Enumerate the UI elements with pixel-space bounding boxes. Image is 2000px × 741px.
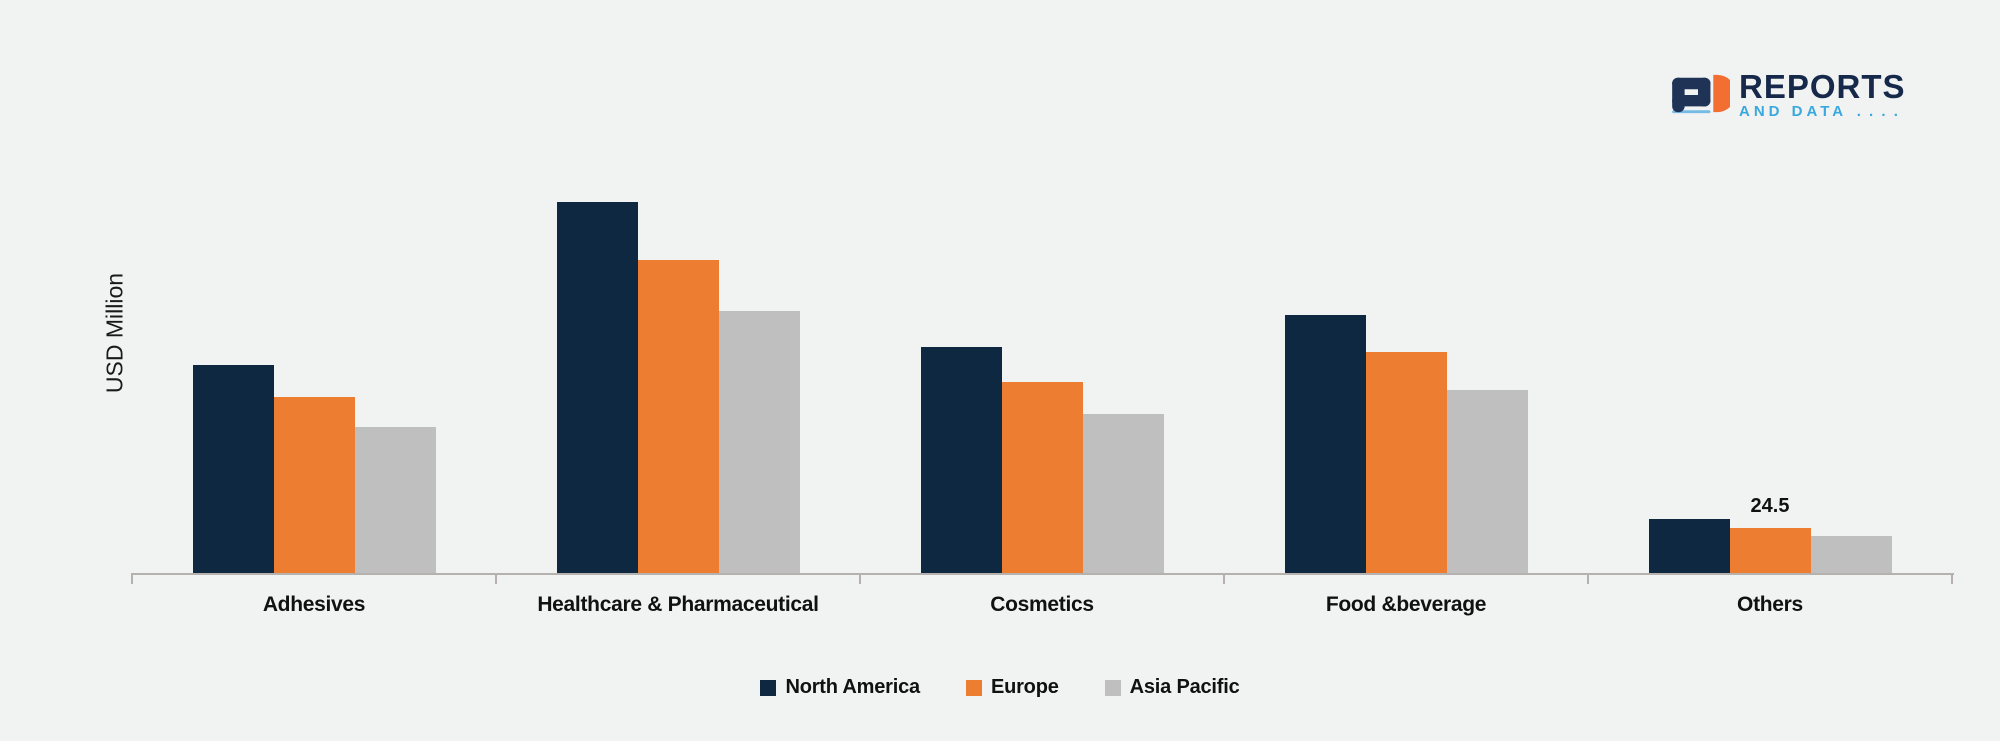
x-axis-label-food-beverage: Food &beverage bbox=[1325, 593, 1487, 616]
bar-europe-adhesives bbox=[273, 397, 355, 574]
bar-north-america-others bbox=[1648, 519, 1730, 574]
bar-europe-others bbox=[1729, 527, 1811, 574]
bar-north-america-healthcare-pharmaceutical bbox=[556, 201, 638, 574]
bar-asia-pacific-cosmetics bbox=[1082, 414, 1164, 574]
x-axis-label-cosmetics: Cosmetics bbox=[990, 593, 1094, 616]
brand-tagline-text: AND DATA bbox=[1739, 103, 1847, 120]
bar-asia-pacific-food-beverage bbox=[1446, 389, 1528, 574]
brand-text: REPORTS AND DATA . . . . bbox=[1739, 68, 1906, 121]
x-axis-label-adhesives: Adhesives bbox=[262, 593, 366, 616]
x-axis-tick bbox=[1587, 573, 1589, 584]
x-axis-tick bbox=[131, 573, 133, 584]
y-axis-title: USD Million bbox=[101, 272, 128, 394]
legend-item-europe: Europe bbox=[965, 676, 1059, 699]
brand-tagline-dots: . . . . bbox=[1856, 103, 1900, 120]
x-axis-label-others: Others bbox=[1737, 593, 1803, 616]
bar-europe-cosmetics bbox=[1001, 382, 1083, 574]
bar-north-america-food-beverage bbox=[1284, 314, 1366, 574]
legend-item-north-america: North America bbox=[760, 676, 920, 699]
legend-item-asia-pacific: Asia Pacific bbox=[1104, 676, 1240, 699]
legend-label-europe: Europe bbox=[990, 676, 1059, 698]
legend-label-north-america: North America bbox=[785, 676, 920, 698]
legend: North America Europe Asia Pacific bbox=[0, 676, 2000, 699]
x-axis-label-healthcare-pharmaceutical: Healthcare & Pharmaceutical bbox=[537, 593, 819, 616]
legend-swatch-north-america bbox=[760, 679, 777, 696]
bar-north-america-adhesives bbox=[192, 365, 274, 574]
legend-swatch-europe bbox=[965, 679, 982, 696]
bar-asia-pacific-healthcare-pharmaceutical bbox=[718, 310, 800, 574]
x-axis-tick bbox=[1951, 573, 1953, 584]
bar-north-america-cosmetics bbox=[920, 346, 1002, 574]
bar-europe-healthcare-pharmaceutical bbox=[637, 260, 719, 574]
bar-europe-food-beverage bbox=[1365, 352, 1447, 574]
brand-tagline: AND DATA . . . . bbox=[1739, 103, 1906, 121]
legend-swatch-asia-pacific bbox=[1104, 679, 1121, 696]
bar-asia-pacific-adhesives bbox=[354, 427, 436, 574]
x-axis-tick bbox=[1223, 573, 1225, 584]
x-axis-line bbox=[132, 573, 1954, 575]
x-axis-tick bbox=[495, 573, 497, 584]
x-axis-tick bbox=[859, 573, 861, 584]
brand-name: REPORTS bbox=[1739, 68, 1906, 105]
bar-value-label: 24.5 bbox=[1750, 494, 1790, 517]
brand-logo: REPORTS AND DATA . . . . bbox=[1666, 68, 1906, 121]
legend-label-asia-pacific: Asia Pacific bbox=[1129, 676, 1240, 698]
rd-monogram-icon bbox=[1672, 74, 1730, 114]
bar-asia-pacific-others bbox=[1810, 536, 1892, 574]
